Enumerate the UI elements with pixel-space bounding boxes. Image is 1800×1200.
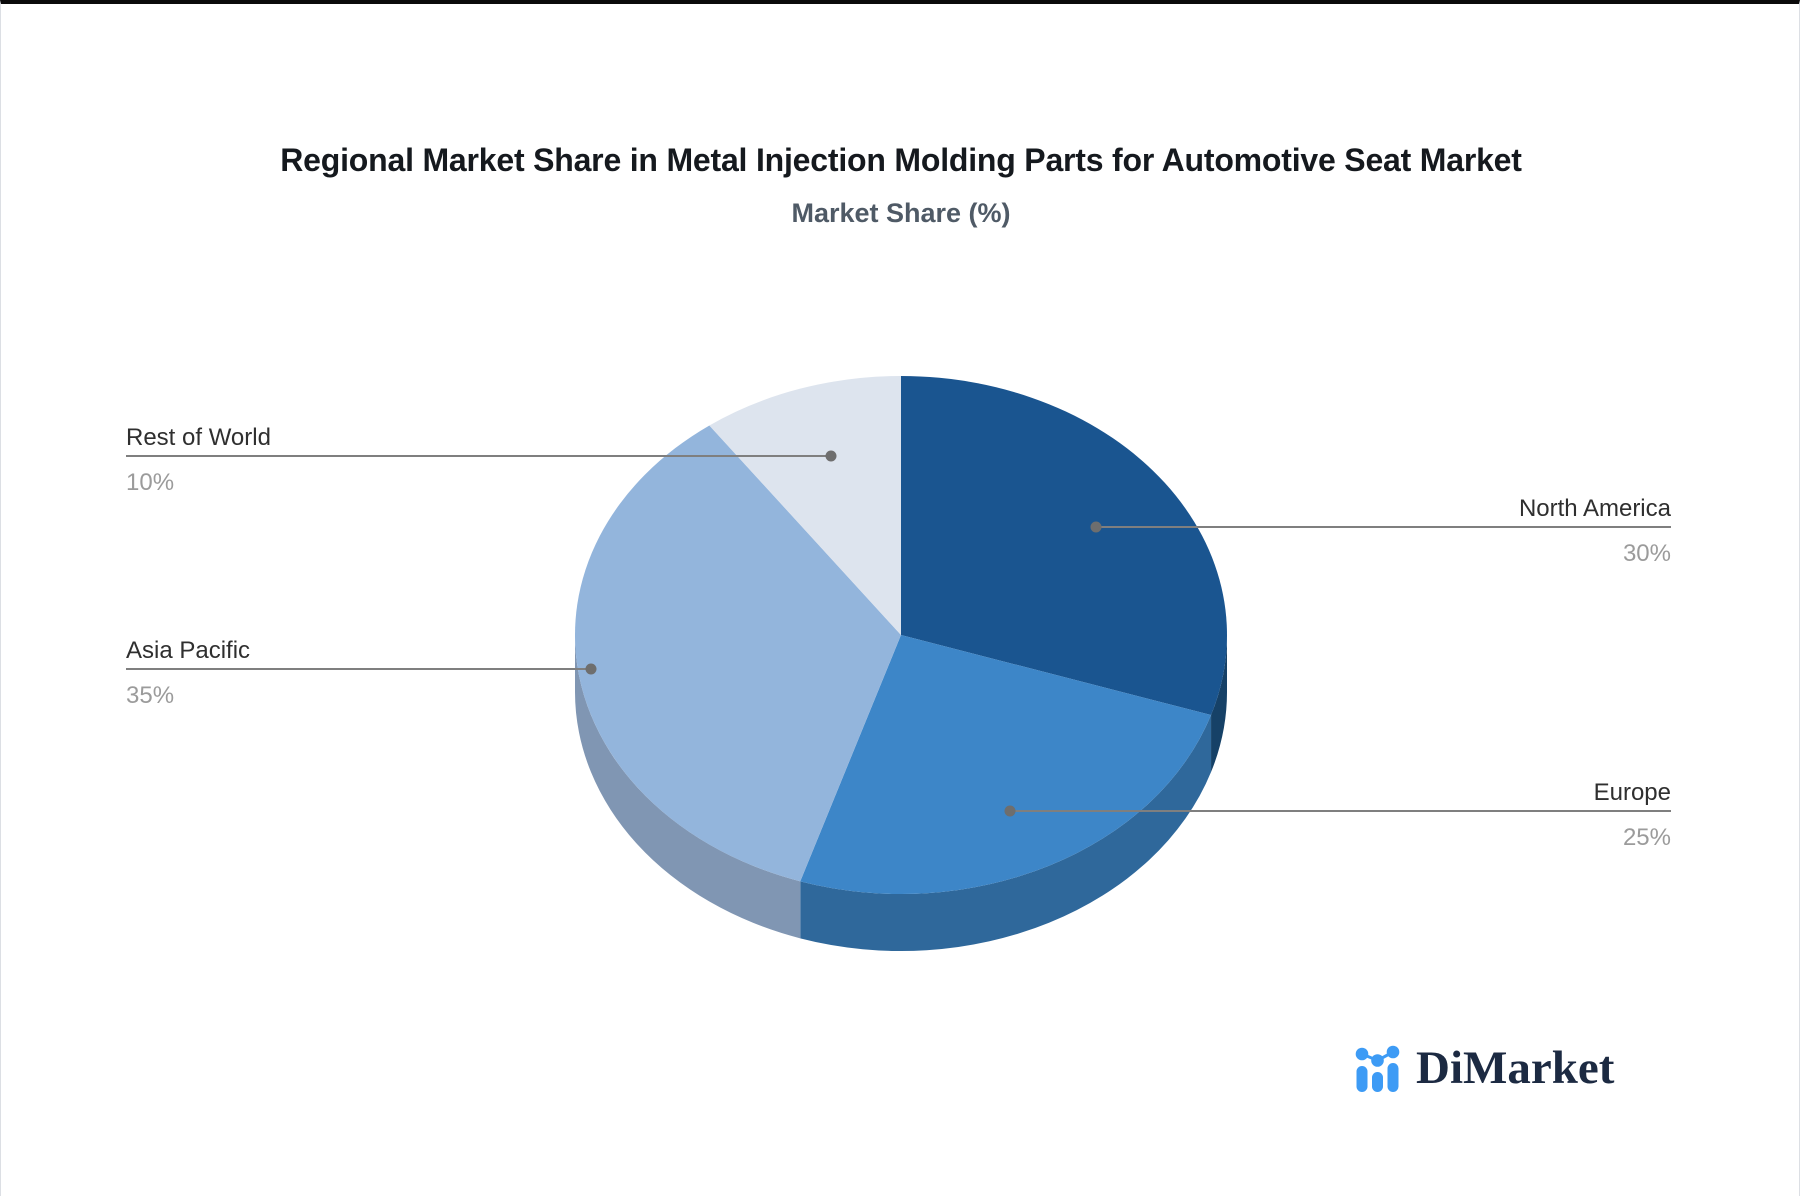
pie-slice-asia-pacific-side [575, 635, 801, 939]
slice-value-europe: 25% [1623, 824, 1671, 851]
slice-label-north-america: North America [1519, 495, 1672, 522]
dimarket-logo-icon [1355, 1045, 1400, 1092]
leader-dot-north-america [1090, 521, 1102, 533]
chart-title: Regional Market Share in Metal Injection… [280, 142, 1522, 178]
pie-slice-north-america[interactable] [901, 376, 1227, 716]
slice-value-asia-pacific: 35% [126, 682, 174, 709]
pie-slice-europe[interactable] [800, 635, 1212, 894]
pie-chart: North America 30% Europe 25% Asia Pacific 35%… [126, 376, 1672, 951]
slice-label-europe: Europe [1594, 779, 1671, 806]
leader-dot-europe [1004, 805, 1016, 817]
slice-label-asia-pacific: Asia Pacific [126, 637, 250, 664]
chart-subtitle: Market Share (%) [791, 198, 1011, 228]
dimarket-logo[interactable]: DiMarket [1355, 1044, 1614, 1092]
slice-value-north-america: 30% [1623, 540, 1671, 567]
pie-slice-europe-side [800, 715, 1212, 951]
slice-value-rest-of-world: 10% [126, 469, 174, 496]
pie-slice-asia-pacific[interactable] [575, 425, 901, 882]
slice-label-rest-of-world: Rest of World [126, 424, 271, 451]
leader-dot-asia-pacific [585, 663, 597, 675]
pie-slice-north-america-side [1211, 635, 1227, 773]
leader-dot-rest-of-world [825, 450, 837, 462]
dimarket-logo-text: DiMarket [1416, 1041, 1615, 1094]
pie-slice-rest-of-world[interactable] [709, 376, 901, 635]
